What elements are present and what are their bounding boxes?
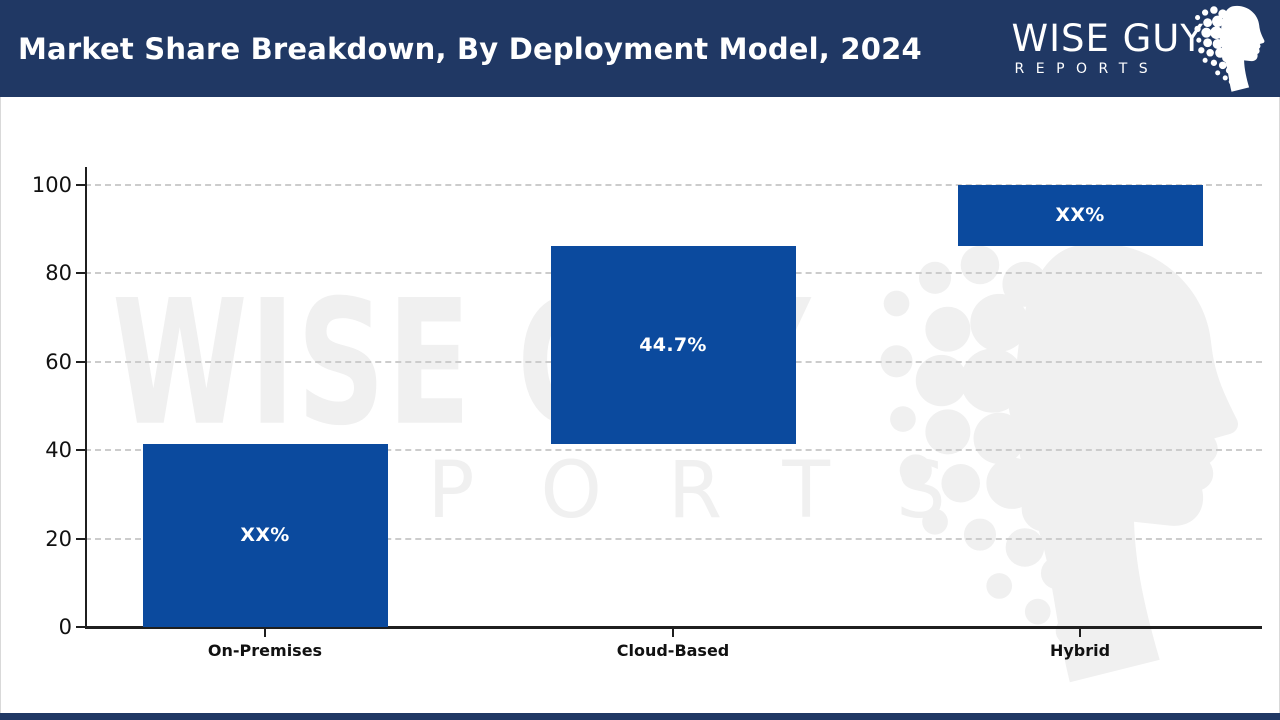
y-tick-mark: [76, 626, 85, 628]
y-tick-mark: [76, 272, 85, 275]
footer-bar: [0, 713, 1280, 720]
x-axis-label: On-Premises: [207, 641, 323, 660]
x-tick-mark: [672, 629, 674, 637]
y-tick-label: 40: [45, 438, 72, 463]
header-bar: Market Share Breakdown, By Deployment Mo…: [0, 0, 1280, 97]
x-axis-label: Hybrid: [1049, 641, 1111, 660]
y-tick-mark: [76, 184, 85, 186]
y-tick-label: 80: [45, 261, 72, 286]
bar-hybrid: XX%: [957, 185, 1203, 246]
y-tick-label: 60: [45, 349, 72, 374]
gridline: [85, 184, 1262, 186]
brand-name: WISE GUY: [1011, 17, 1204, 60]
x-tick-mark: [264, 629, 266, 637]
bar-value-label: XX%: [240, 524, 290, 547]
y-tick-label: 100: [31, 173, 72, 197]
brand-tagline: REPORTS: [1014, 61, 1160, 77]
brand-text: WISE GUY REPORTS: [1011, 17, 1204, 78]
y-tick-mark: [76, 537, 85, 540]
left-border: [0, 0, 1, 720]
bar-on-premises: XX%: [142, 443, 388, 627]
y-tick-label: 20: [45, 526, 72, 551]
bar-value-label: 44.7%: [639, 333, 707, 356]
gridline: [85, 537, 1262, 540]
y-tick-label: 0: [58, 615, 72, 639]
y-tick-mark: [76, 449, 85, 452]
y-tick-mark: [76, 360, 85, 363]
x-tick-mark: [1079, 629, 1081, 637]
x-axis-line: [85, 626, 1262, 629]
x-axis-label: Cloud-Based: [616, 641, 730, 660]
chart-title: Market Share Breakdown, By Deployment Mo…: [18, 31, 922, 66]
brand-logo: WISE GUY REPORTS: [1012, 5, 1270, 93]
bar-value-label: XX%: [1055, 204, 1105, 227]
bar-cloud-based: 44.7%: [550, 245, 796, 444]
gridline: [85, 449, 1262, 452]
watermark-head-icon: [880, 243, 1239, 683]
y-axis-spine: [85, 167, 87, 629]
